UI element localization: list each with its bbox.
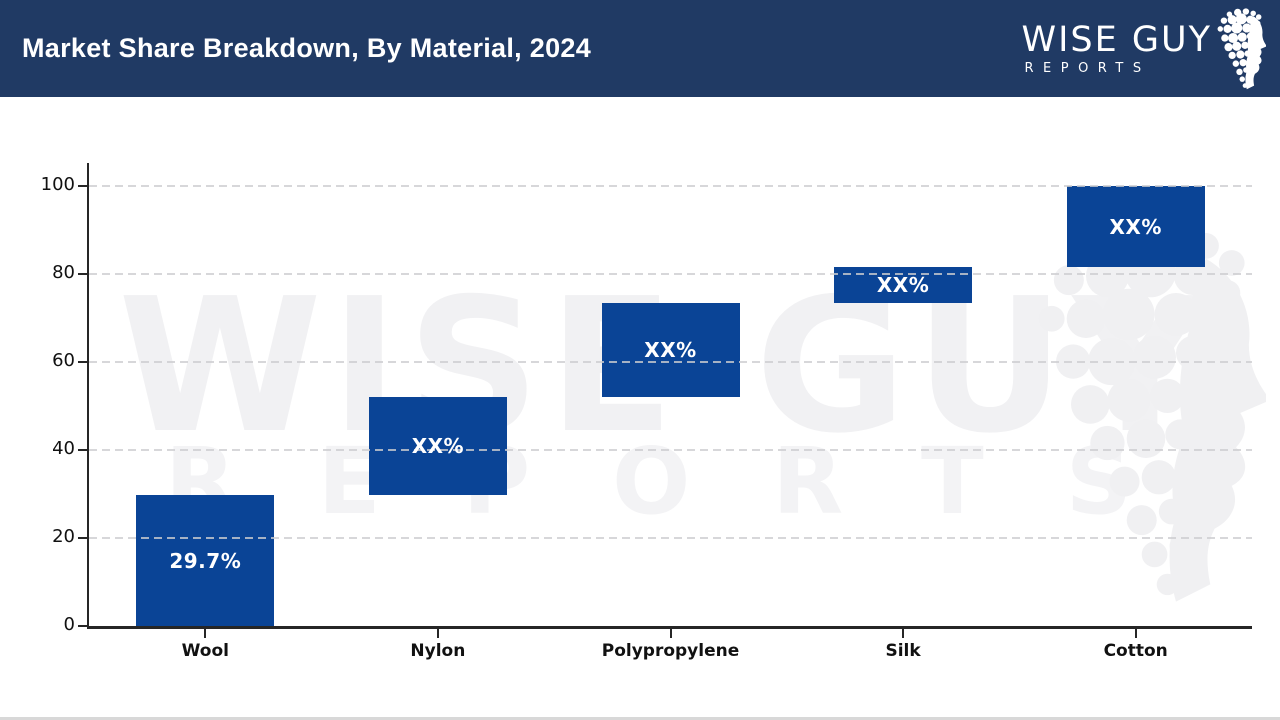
- gridline-40: [89, 449, 1252, 452]
- bar-value-label-polypropylene: XX%: [644, 338, 697, 363]
- bar-polypropylene: [601, 302, 740, 398]
- page-title: Market Share Breakdown, By Material, 202…: [22, 33, 592, 63]
- x-tick-mark-wool: [204, 629, 207, 638]
- x-tick-mark-cotton: [1134, 629, 1137, 638]
- bar-nylon: [368, 397, 507, 496]
- x-tick-label-silk: Silk: [885, 641, 921, 661]
- y-tick-mark-0: [78, 625, 87, 627]
- bar-cotton: [1066, 186, 1205, 267]
- x-tick-label-nylon: Nylon: [410, 641, 466, 661]
- y-axis-line: [87, 163, 89, 628]
- gridline-60: [89, 361, 1252, 364]
- gridline-80: [89, 273, 1252, 276]
- x-tick-label-wool: Wool: [181, 641, 229, 661]
- y-tick-label-100: 100: [40, 174, 75, 196]
- x-tick-mark-nylon: [436, 629, 439, 638]
- y-tick-mark-60: [78, 361, 87, 364]
- x-axis-line: [87, 626, 1252, 629]
- bar-value-label-nylon: XX%: [411, 434, 465, 459]
- bar-value-label-wool: 29.7%: [169, 548, 242, 573]
- wiseguy-logo-text: WISE GUY REPORTS: [1021, 19, 1212, 76]
- x-tick-label-cotton: Cotton: [1103, 641, 1168, 661]
- y-tick-label-0: 0: [63, 614, 75, 635]
- footer-divider: [0, 717, 1280, 720]
- y-tick-label-40: 40: [52, 438, 75, 460]
- x-tick-label-polypropylene: Polypropylene: [601, 641, 740, 661]
- x-tick-mark-silk: [902, 629, 905, 638]
- bar-value-label-silk: XX%: [876, 272, 930, 297]
- chart-plot-area: 0 20 40 60 80 100 29.7% Wool XX% Nylon XX% Polyprop…: [41, 163, 1252, 661]
- y-tick-label-80: 80: [52, 262, 75, 284]
- y-tick-mark-40: [78, 449, 87, 452]
- y-tick-label-20: 20: [52, 526, 75, 548]
- y-tick-mark-20: [78, 537, 87, 540]
- y-tick-label-60: 60: [52, 350, 75, 372]
- bar-wool: [136, 495, 275, 626]
- wiseguy-face-icon: [1202, 7, 1266, 91]
- gridline-20: [89, 537, 1252, 540]
- bar-value-label-cotton: XX%: [1109, 214, 1162, 239]
- watermark-subtitle: REPORTS: [165, 428, 1215, 535]
- y-tick-mark-100: [78, 185, 87, 188]
- logo-wordmark: WISE GUY: [1021, 19, 1212, 60]
- bar-silk: [834, 266, 973, 303]
- logo-subtitle: REPORTS: [1024, 60, 1151, 76]
- y-tick-mark-80: [78, 273, 87, 276]
- wiseguy-logo: WISE GUY REPORTS: [1021, 7, 1266, 91]
- x-tick-mark-polypropylene: [669, 629, 672, 638]
- gridline-100: [89, 185, 1252, 188]
- header-bar: Market Share Breakdown, By Material, 202…: [0, 0, 1280, 97]
